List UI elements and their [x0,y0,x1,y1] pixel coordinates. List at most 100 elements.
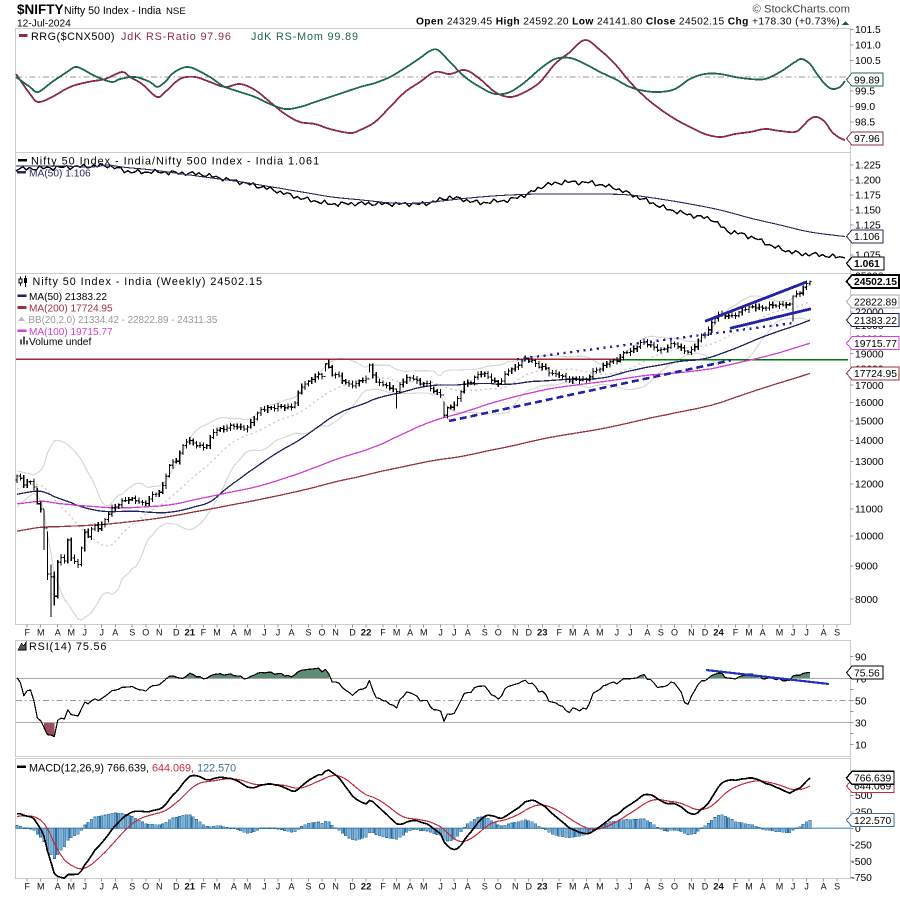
svg-text:JdK RS-Ratio 97.96: JdK RS-Ratio 97.96 [121,31,232,43]
svg-text:101.5: 101.5 [855,25,881,36]
svg-text:10: 10 [855,740,867,751]
svg-text:O: O [318,882,325,892]
svg-text:19715.77: 19715.77 [854,339,897,350]
svg-text:98.5: 98.5 [855,118,875,129]
svg-text:A: A [644,882,650,892]
svg-text:24502.15: 24502.15 [854,277,897,288]
svg-text:1.225: 1.225 [855,161,881,172]
svg-text:O: O [318,628,325,638]
svg-text:J: J [615,628,620,638]
svg-text:22822.89: 22822.89 [854,297,897,308]
svg-text:Volume undef: Volume undef [29,337,91,348]
svg-text:99.0: 99.0 [855,102,875,113]
svg-text:70: 70 [855,674,867,685]
svg-text:S: S [129,628,135,638]
svg-text:A: A [821,882,827,892]
svg-text:F: F [24,882,30,892]
svg-text:A: A [583,628,589,638]
svg-text:F: F [201,628,207,638]
svg-text:D: D [702,628,709,638]
svg-text:644.069: 644.069 [854,782,891,793]
svg-text:1.175: 1.175 [855,191,881,202]
svg-text:J: J [791,882,796,892]
svg-text:N: N [156,628,163,638]
svg-text:99.5: 99.5 [855,87,875,98]
svg-text:A: A [644,628,650,638]
svg-text:-250: -250 [851,840,872,851]
svg-text:M: M [745,882,753,892]
svg-text:A: A [55,882,61,892]
svg-text:1.106: 1.106 [854,232,880,243]
svg-text:S: S [658,882,664,892]
svg-text:D: D [173,882,180,892]
svg-text:A: A [231,882,237,892]
svg-text:1.061: 1.061 [854,259,880,270]
svg-text:F: F [556,882,562,892]
svg-text:M: M [393,882,401,892]
svg-text:A: A [288,882,294,892]
svg-text:NSE: NSE [166,6,186,17]
svg-text:11000: 11000 [855,504,883,515]
svg-text:MA(100) 19715.77: MA(100) 19715.77 [29,327,113,338]
svg-text:101.0: 101.0 [855,41,881,52]
svg-text:F: F [733,628,739,638]
svg-text:RSI(14) 75.56: RSI(14) 75.56 [29,641,107,653]
svg-text:M: M [420,882,428,892]
svg-text:M: M [745,628,753,638]
svg-text:M: M [67,628,75,638]
svg-text:S: S [482,882,488,892]
svg-text:A: A [760,628,766,638]
svg-text:12-Jul-2024: 12-Jul-2024 [17,19,71,30]
svg-text:F: F [733,882,739,892]
svg-text:F: F [380,628,386,638]
svg-text:13000: 13000 [855,457,884,468]
svg-text:A: A [288,628,294,638]
svg-text:S: S [834,628,840,638]
svg-text:MA(50) 1.106: MA(50) 1.106 [29,169,91,180]
svg-text:766.639: 766.639 [854,774,891,785]
svg-text:A: A [407,882,413,892]
svg-text:122.570: 122.570 [854,816,891,827]
svg-text:S: S [305,882,311,892]
svg-text:A: A [55,628,61,638]
svg-text:23: 23 [537,628,548,639]
svg-text:JdK RS-Mom 99.89: JdK RS-Mom 99.89 [251,31,359,43]
svg-text:17724.95: 17724.95 [854,369,897,380]
svg-text:21: 21 [185,882,196,893]
svg-text:J: J [83,882,88,892]
svg-text:D: D [702,882,709,892]
svg-text:22: 22 [361,882,372,893]
svg-text:J: J [262,882,267,892]
svg-text:8000: 8000 [855,595,878,606]
svg-text:1.125: 1.125 [855,221,881,232]
svg-text:F: F [24,628,30,638]
svg-text:M: M [393,628,401,638]
svg-text:M: M [244,628,252,638]
svg-text:A: A [583,882,589,892]
svg-text:24: 24 [713,882,724,893]
svg-text:A: A [231,628,237,638]
svg-text:23: 23 [537,882,548,893]
svg-text:1.075: 1.075 [855,251,881,262]
svg-text:J: J [83,628,88,638]
svg-text:S: S [658,628,664,638]
svg-text:-500: -500 [851,857,872,868]
svg-text:M: M [67,882,75,892]
svg-text:30: 30 [855,718,867,729]
svg-text:D: D [349,882,356,892]
svg-text:J: J [452,628,457,638]
svg-text:M: M [213,628,221,638]
svg-text:D: D [525,882,532,892]
svg-text:MACD(12,26,9) 766.639, 644.069: MACD(12,26,9) 766.639, 644.069, 122.570 [29,763,236,775]
svg-text:-750: -750 [851,873,872,884]
svg-text:D: D [525,628,532,638]
svg-text:O: O [142,628,149,638]
svg-text:J: J [804,882,809,892]
svg-text:1.150: 1.150 [855,206,881,217]
svg-text:M: M [569,628,577,638]
svg-text:F: F [201,882,207,892]
svg-text:A: A [112,882,118,892]
svg-text:J: J [99,628,104,638]
svg-text:M: M [244,882,252,892]
svg-text:A: A [760,882,766,892]
